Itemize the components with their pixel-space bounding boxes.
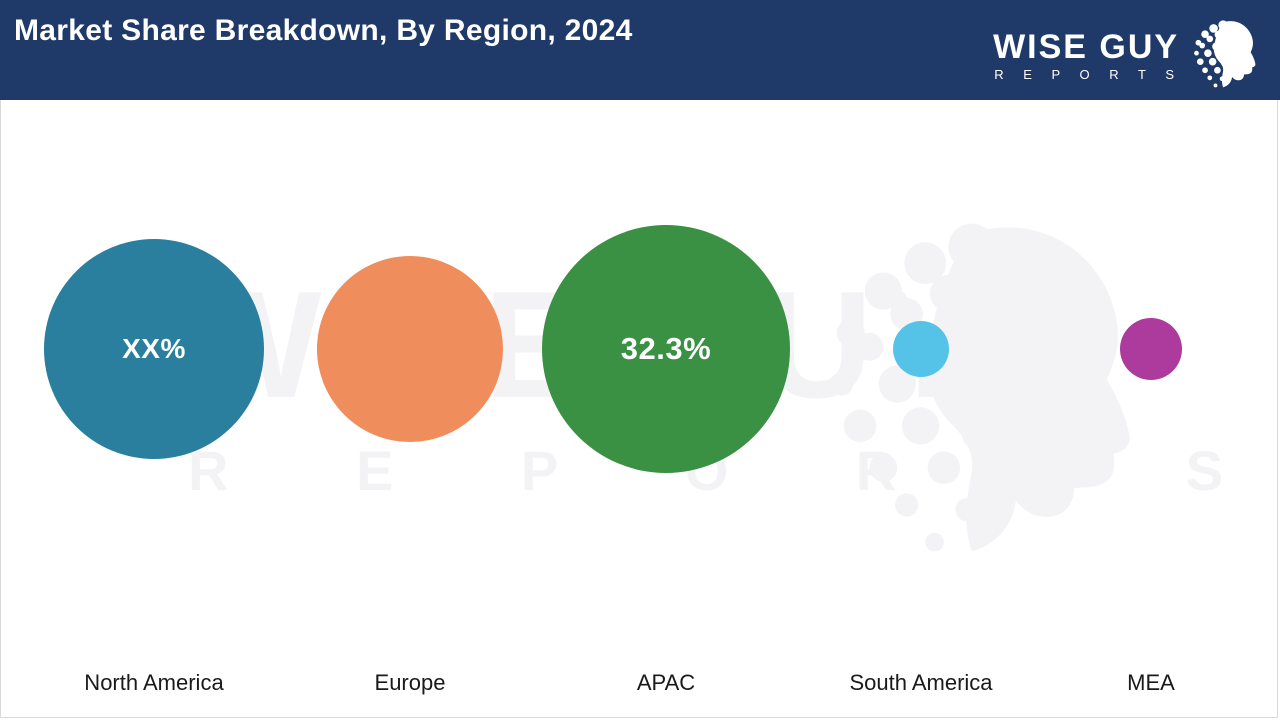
page-title: Market Share Breakdown, By Region, 2024 bbox=[14, 14, 633, 47]
category-label-apac: APAC bbox=[636, 670, 696, 695]
bubble-value-label-north-america: XX% bbox=[122, 333, 186, 364]
bubble-south-america bbox=[893, 321, 949, 377]
brand-logo: WISE GUY R E P O R T S bbox=[990, 18, 1262, 94]
brand-name: WISE GUY bbox=[993, 28, 1180, 66]
category-label-south-america: South America bbox=[849, 670, 993, 695]
category-label-mea: MEA bbox=[1127, 670, 1175, 695]
bubble-value-label-apac: 32.3% bbox=[620, 331, 712, 366]
bubble-north-america: XX% bbox=[44, 239, 264, 459]
bubble-apac: 32.3% bbox=[542, 225, 790, 473]
header-bar: Market Share Breakdown, By Region, 2024 … bbox=[0, 0, 1280, 100]
brand-logo-text: WISE GUY R E P O R T S bbox=[990, 30, 1182, 82]
bubble-mea bbox=[1120, 318, 1182, 380]
bubble-europe bbox=[317, 256, 503, 442]
category-label-north-america: North America bbox=[84, 670, 224, 695]
category-label-europe: Europe bbox=[374, 670, 446, 695]
brand-subtitle: R E P O R T S bbox=[994, 67, 1182, 82]
